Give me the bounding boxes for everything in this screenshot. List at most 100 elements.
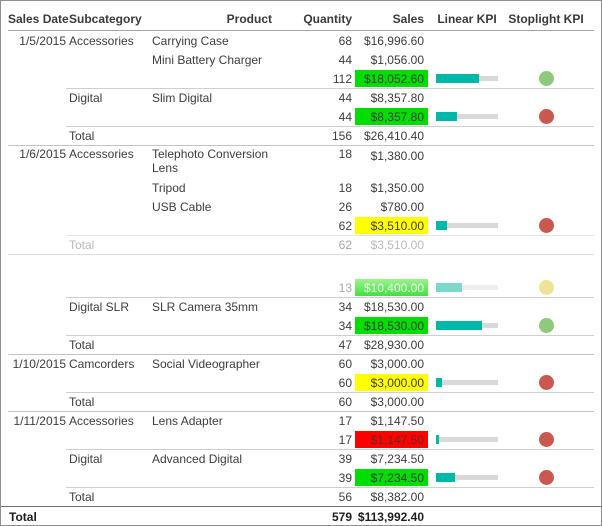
column-header-quantity[interactable]: Quantity (303, 12, 352, 26)
table-row[interactable]: Total 62 $3,510.00 (8, 235, 594, 254)
table-row[interactable]: Total 156 $26,410.40 (8, 126, 594, 145)
cell-sales: $1,147.50 (355, 431, 428, 448)
cell-sales: $1,056.00 (370, 52, 424, 67)
cell-sales-date: 1/5/2015 (19, 33, 66, 48)
table-row[interactable]: Tripod 18 $1,350.00 (8, 178, 594, 197)
table-row[interactable]: Total 47 $28,930.00 (8, 335, 594, 354)
cell-sales: $113,992.40 (357, 509, 424, 524)
column-header-subcategory[interactable]: Subcategory (69, 12, 142, 26)
table-row[interactable]: 1/5/2015 Accessories Carrying Case 68 $1… (8, 31, 594, 50)
cell-quantity: 44 (338, 109, 352, 124)
cell-sales (355, 258, 428, 275)
linear-kpi-fill (436, 112, 458, 121)
table-row[interactable]: 112 $18,052.60 (8, 69, 594, 88)
table-row[interactable]: 62 $3,510.00 (8, 216, 594, 235)
cell-subcategory: Total (69, 394, 95, 409)
cell-sales: $7,234.50 (355, 469, 428, 486)
table-row[interactable] (8, 254, 594, 278)
cell-subcategory: Total (69, 128, 95, 143)
cell-sales: $3,000.00 (370, 394, 424, 409)
cell-quantity: 39 (338, 451, 352, 466)
table-row[interactable]: Mini Battery Charger 44 $1,056.00 (8, 50, 594, 69)
column-header-product[interactable]: Product (226, 12, 272, 26)
stoplight-kpi-dot (538, 71, 554, 86)
cell-subcategory: Accessories (69, 147, 134, 161)
column-header-sales[interactable]: Sales (392, 12, 424, 26)
linear-kpi-bar (436, 435, 498, 444)
cell-product: Social Videographer (152, 356, 260, 371)
cell-product: Advanced Digital (152, 451, 243, 466)
cell-quantity: 68 (338, 33, 352, 48)
cell-quantity: 112 (332, 71, 352, 86)
table-row[interactable]: 44 $8,357.80 (8, 107, 594, 126)
stoplight-kpi-dot (538, 109, 554, 124)
linear-kpi-bar (436, 283, 498, 292)
stoplight-kpi-dot (538, 432, 554, 447)
cell-product: Carrying Case (152, 33, 229, 48)
row-separator (66, 335, 594, 336)
cell-sales: $18,530.00 (363, 299, 424, 314)
linear-kpi-bar (436, 378, 498, 387)
column-header-stoplight-kpi[interactable]: Stoplight KPI (508, 12, 584, 26)
stoplight-kpi-dot (538, 375, 554, 390)
cell-quantity: 62 (338, 237, 352, 252)
sales-table: Sales Date Subcategory Product Quantity … (1, 8, 601, 525)
row-separator (66, 449, 594, 450)
cell-sales: $1,147.50 (370, 413, 424, 428)
cell-subcategory: Camcorders (69, 356, 135, 371)
cell-sales: $1,350.00 (370, 180, 424, 195)
cell-quantity: 18 (338, 180, 352, 195)
table-row[interactable]: 1/11/2015 Accessories Lens Adapter 17 $1… (8, 411, 594, 430)
table-row[interactable]: Total 56 $8,382.00 (8, 487, 594, 506)
table-row[interactable]: 17 $1,147.50 (8, 430, 594, 449)
cell-quantity: 39 (338, 470, 352, 485)
cell-sales-date: 1/11/2015 (13, 413, 67, 428)
cell-sales: $26,410.40 (363, 128, 424, 143)
cell-quantity: 56 (338, 489, 352, 504)
column-header-sales-date[interactable]: Sales Date (8, 12, 69, 26)
table-row[interactable]: Digital Advanced Digital 39 $7,234.50 (8, 449, 594, 468)
table-row[interactable]: 34 $18,530.00 (8, 316, 594, 335)
cell-sales: $28,930.00 (363, 337, 424, 352)
cell-sales: $8,357.80 (370, 90, 424, 105)
cell-sales: $18,530.00 (355, 317, 428, 334)
column-header-linear-kpi[interactable]: Linear KPI (437, 12, 497, 26)
row-separator (66, 392, 594, 393)
cell-sales: $16,996.60 (363, 33, 424, 48)
cell-product: Telephoto Conversion Lens (152, 147, 269, 175)
stoplight-kpi-dot (538, 470, 554, 485)
table-row[interactable]: 39 $7,234.50 (8, 468, 594, 487)
table-row[interactable]: Total 579 $113,992.40 (1, 506, 601, 525)
table-row[interactable]: 1/10/2015 Camcorders Social Videographer… (8, 354, 594, 373)
cell-subcategory: Accessories (69, 413, 134, 428)
table-row[interactable]: Digital Slim Digital 44 $8,357.80 (8, 88, 594, 107)
cell-quantity: 17 (338, 413, 352, 428)
cell-product: SLR Camera 35mm (152, 299, 259, 314)
cell-quantity: 26 (338, 199, 352, 214)
cell-quantity: 60 (338, 356, 352, 371)
cell-quantity: 34 (338, 318, 352, 333)
table-row[interactable]: USB Cable 26 $780.00 (8, 197, 594, 216)
cell-subcategory: Accessories (69, 33, 134, 48)
cell-quantity: 156 (331, 128, 352, 143)
cell-sales: $7,234.50 (370, 451, 424, 466)
linear-kpi-fill (436, 378, 443, 387)
cell-quantity: 60 (338, 375, 352, 390)
table-row[interactable]: Digital SLR SLR Camera 35mm 34 $18,530.0… (8, 297, 594, 316)
cell-sales: $8,357.80 (355, 108, 428, 125)
linear-kpi-bar (436, 221, 498, 230)
table-row[interactable]: 60 $3,000.00 (8, 373, 594, 392)
row-separator (8, 411, 594, 412)
row-separator (8, 254, 594, 255)
cell-quantity: 62 (338, 218, 352, 233)
cell-quantity: 47 (338, 337, 352, 352)
linear-kpi-fill (436, 74, 480, 83)
row-separator (66, 88, 594, 89)
cell-sales: $780.00 (380, 199, 424, 214)
table-row[interactable]: 1/6/2015 Accessories Telephoto Conversio… (8, 145, 594, 178)
cell-sales-date: Total (9, 509, 37, 524)
row-separator (8, 354, 594, 355)
table-row[interactable]: Total 60 $3,000.00 (8, 392, 594, 411)
table-row[interactable]: 13 $10,400.00 (8, 278, 594, 297)
